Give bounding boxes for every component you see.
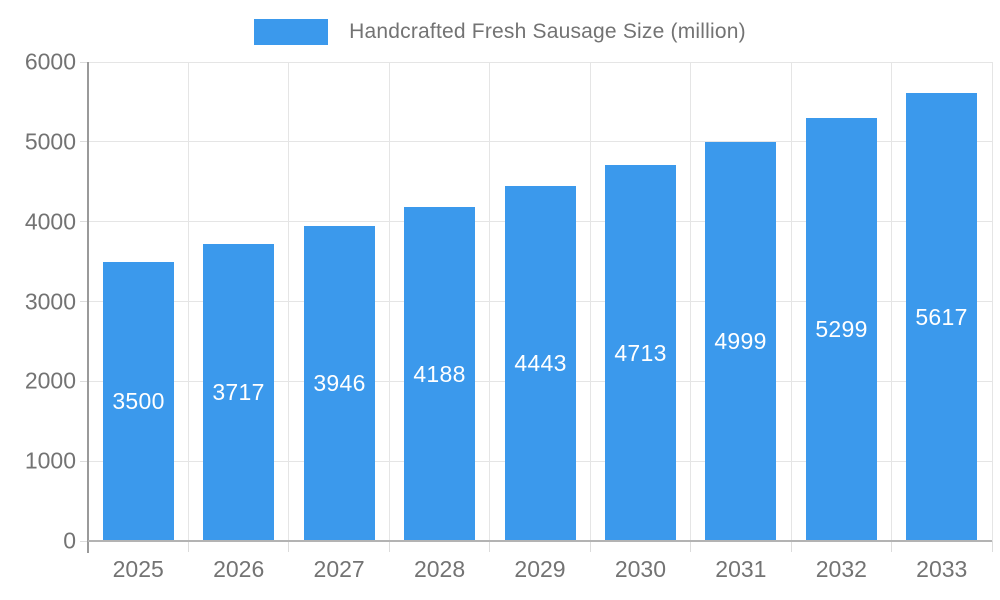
- x-axis-tick-labels: 2025 2026 2027 2028 2029 2030 2031 2032 2033: [88, 556, 992, 588]
- legend-series-label: Handcrafted Fresh Sausage Size (million): [349, 20, 746, 43]
- bar-2032[interactable]: 5299: [806, 118, 877, 541]
- gridline-x-boundary: [187, 62, 189, 541]
- x-tick-label-2028: 2028: [413, 556, 466, 582]
- gridline-x-boundary: [388, 62, 390, 541]
- x-tick-label-2027: 2027: [313, 556, 365, 582]
- chart-legend: Handcrafted Fresh Sausage Size (million): [0, 16, 1000, 48]
- x-tick-mark: [489, 541, 491, 552]
- bar-value-label-2028: 4188: [413, 360, 466, 387]
- y-axis-tick-labels: 0 1000 2000 3000 4000 5000 6000: [0, 49, 76, 554]
- y-tick-mark: [80, 221, 88, 223]
- gridline-x-boundary: [489, 62, 491, 541]
- x-tick-mark: [891, 541, 893, 552]
- gridline-y-5000: [88, 141, 992, 143]
- y-axis-line: [87, 62, 89, 553]
- x-tick-mark: [991, 541, 993, 552]
- x-tick-label-2032: 2032: [815, 556, 867, 582]
- bar-value-label-2031: 4999: [714, 328, 767, 354]
- x-tick-mark: [187, 541, 189, 552]
- bar-value-label-2027: 3946: [313, 370, 366, 396]
- bar-2025[interactable]: 3500: [103, 262, 174, 541]
- y-tick-label-1000: 1000: [24, 447, 76, 474]
- gridline-x-boundary: [790, 62, 792, 541]
- y-tick-mark: [80, 141, 88, 143]
- bar-value-label-2033: 5617: [915, 303, 968, 330]
- x-tick-label-2031: 2031: [715, 556, 767, 582]
- x-tick-label-2030: 2030: [614, 556, 667, 582]
- bar-value-label-2030: 4713: [614, 339, 667, 366]
- bar-value-label-2029: 4443: [514, 350, 567, 376]
- bar-2029[interactable]: 4443: [505, 186, 576, 541]
- gridline-y-6000: [88, 61, 992, 63]
- gridline-x-boundary: [690, 62, 692, 541]
- x-tick-label-2033: 2033: [916, 556, 968, 582]
- gridline-x-boundary: [288, 62, 290, 541]
- bar-2026[interactable]: 3717: [203, 244, 274, 541]
- x-tick-mark: [388, 541, 390, 552]
- bar-value-label-2026: 3717: [212, 379, 265, 405]
- x-tick-label-2026: 2026: [213, 556, 265, 582]
- y-tick-mark: [80, 61, 88, 63]
- y-tick-label-4000: 4000: [24, 208, 76, 235]
- y-tick-label-3000: 3000: [24, 288, 76, 314]
- x-tick-mark: [589, 541, 591, 552]
- gridline-x-boundary: [589, 62, 591, 541]
- bar-2028[interactable]: 4188: [404, 207, 475, 541]
- gridline-x-boundary: [991, 62, 993, 541]
- bar-2027[interactable]: 3946: [304, 226, 375, 541]
- y-tick-label-5000: 5000: [24, 128, 76, 155]
- bar-2031[interactable]: 4999: [705, 142, 776, 541]
- gridline-x-boundary: [891, 62, 893, 541]
- y-tick-label-0: 0: [63, 527, 76, 554]
- x-tick-label-2025: 2025: [112, 556, 164, 582]
- legend-color-swatch-icon: [254, 19, 329, 45]
- y-tick-mark: [80, 380, 88, 382]
- x-tick-mark: [288, 541, 290, 552]
- x-axis-line: [88, 540, 992, 542]
- bar-2030[interactable]: 4713: [605, 165, 676, 541]
- y-tick-label-2000: 2000: [24, 367, 76, 394]
- bar-value-label-2032: 5299: [815, 316, 868, 342]
- y-tick-mark: [80, 540, 88, 542]
- bar-value-label-2025: 3500: [112, 388, 165, 414]
- plot-area: 3500 3717 3946 4188 4443 4713 4999 5299 5617: [80, 61, 993, 553]
- x-tick-mark: [690, 541, 692, 552]
- x-tick-mark: [790, 541, 792, 552]
- y-tick-mark: [80, 301, 88, 302]
- legend-item[interactable]: Handcrafted Fresh Sausage Size (million): [254, 19, 746, 45]
- bar-2033[interactable]: 5617: [906, 93, 977, 541]
- y-tick-label-6000: 6000: [24, 48, 76, 75]
- x-tick-label-2029: 2029: [514, 556, 566, 582]
- y-tick-mark: [80, 460, 88, 462]
